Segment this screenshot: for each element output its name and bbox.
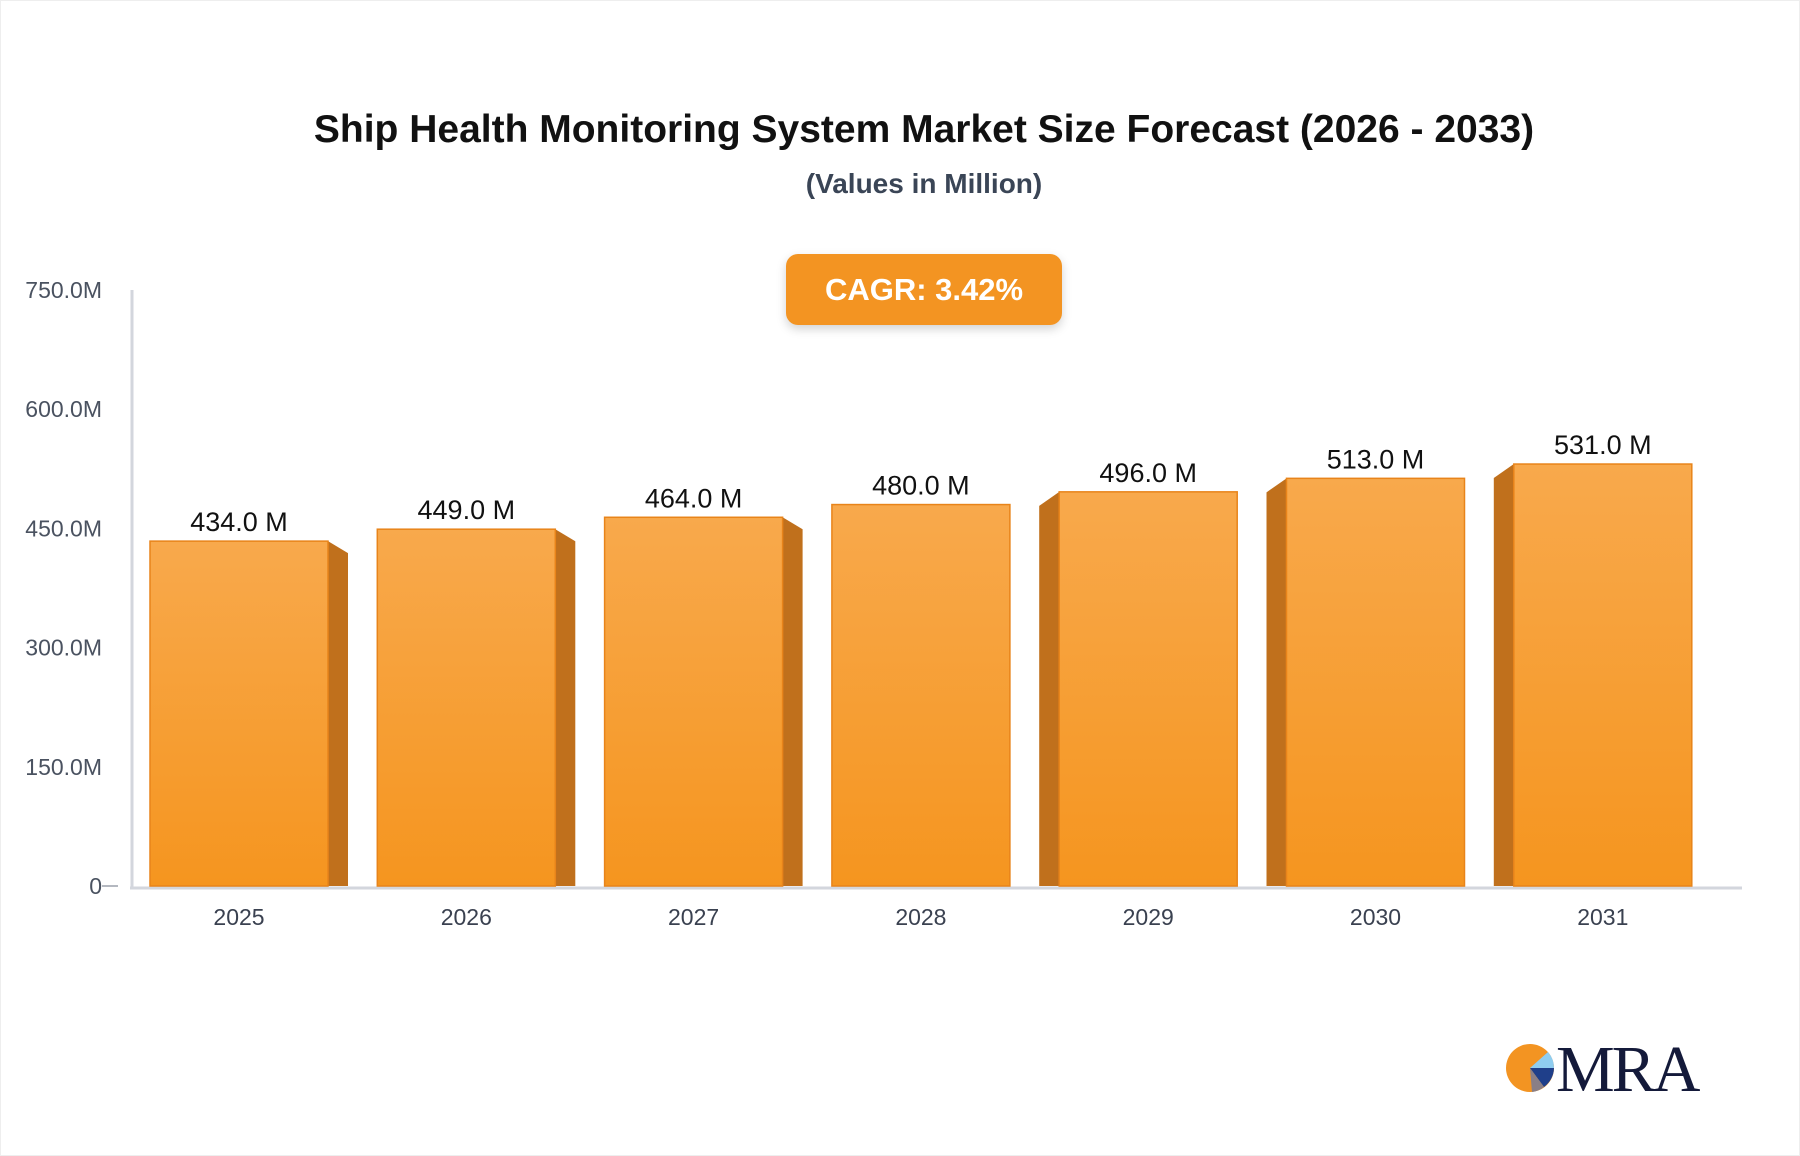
- mra-logo: MRA: [1504, 1033, 1704, 1106]
- bar-2026: [376, 528, 557, 887]
- cagr-badge: CAGR: 3.42%: [786, 254, 1062, 325]
- bar-side-face: [782, 517, 803, 886]
- y-tick-label: 600.0M: [25, 396, 102, 422]
- bar-data-label: 434.0 M: [190, 507, 288, 537]
- x-tick-label: 2026: [441, 904, 492, 930]
- bar-2029: [1058, 491, 1238, 887]
- bar-data-label: 480.0 M: [872, 471, 970, 501]
- bar-data-label: 496.0 M: [1099, 458, 1197, 488]
- x-tick-label: 2030: [1350, 904, 1401, 930]
- bar-side-face: [555, 529, 576, 886]
- chart-title: Ship Health Monitoring System Market Siz…: [313, 108, 1535, 151]
- pie-logo-icon: [1506, 1044, 1555, 1092]
- y-tick-label: 150.0M: [25, 754, 102, 780]
- bar-2028: [831, 503, 1011, 887]
- x-tick-label: 2028: [895, 904, 946, 930]
- x-tick-label: 2031: [1577, 904, 1628, 930]
- x-tick-label: 2027: [668, 904, 719, 930]
- y-tick-label: 450.0M: [25, 515, 102, 541]
- bar-2027: [603, 516, 784, 887]
- bar-2025: [149, 540, 329, 887]
- bar-2031: [1513, 463, 1693, 887]
- x-tick-label: 2025: [213, 904, 264, 930]
- bar-data-label: 513.0 M: [1327, 444, 1425, 474]
- x-tick-label: 2029: [1123, 904, 1174, 930]
- logo-text: MRA: [1556, 1033, 1700, 1106]
- bar-side-face: [1493, 464, 1514, 886]
- bar-data-label: 531.0 M: [1554, 430, 1652, 460]
- bar-2030: [1285, 477, 1466, 887]
- y-tick-label: 750.0M: [25, 277, 102, 303]
- y-tick-label: 300.0M: [25, 635, 102, 661]
- bar-data-label: 464.0 M: [645, 483, 743, 513]
- y-tick-label: 0: [89, 873, 102, 899]
- bar-side-face: [1039, 491, 1060, 886]
- bar-side-face: [328, 541, 348, 886]
- chart-subtitle: (Values in Million): [805, 168, 1043, 199]
- bar-side-face: [1266, 478, 1287, 886]
- bar-data-label: 449.0 M: [418, 495, 516, 525]
